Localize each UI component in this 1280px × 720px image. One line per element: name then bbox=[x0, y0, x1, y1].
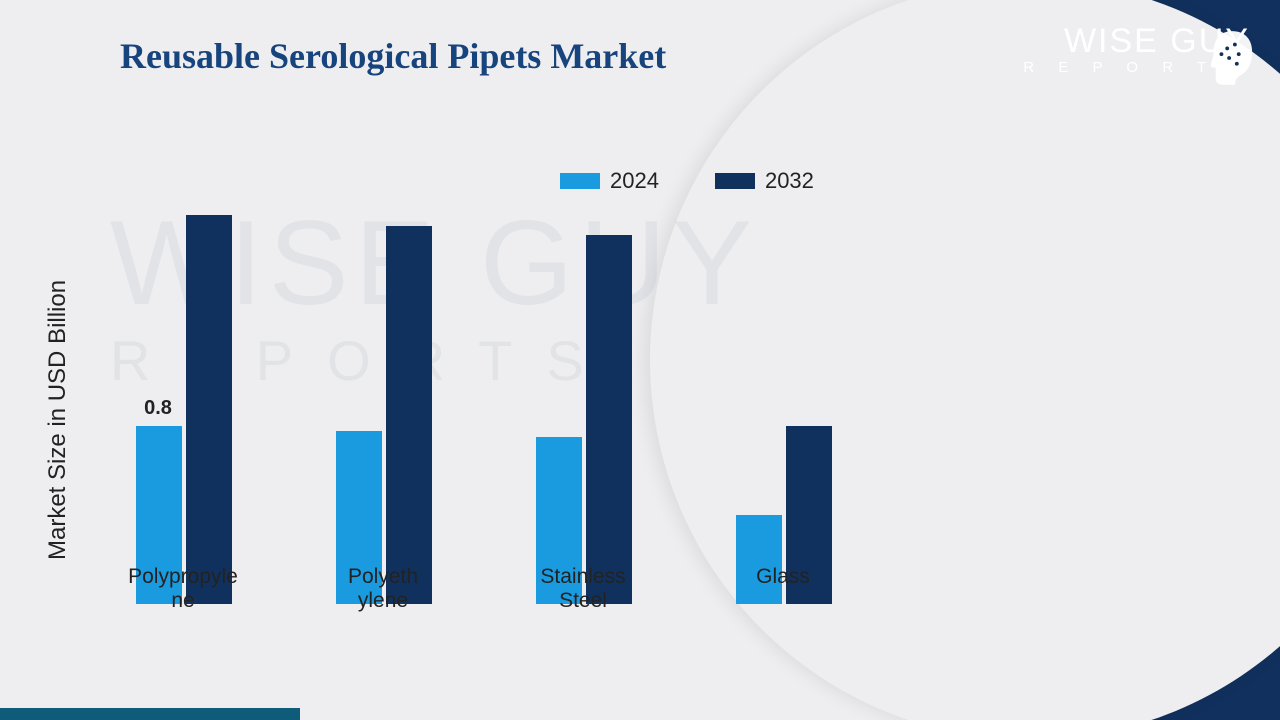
bar-2024 bbox=[736, 515, 782, 604]
chart-plot: 0.8 bbox=[100, 204, 900, 604]
bar-2032 bbox=[586, 235, 632, 604]
brand-logo: WISE GUY R E P O R T S bbox=[1023, 22, 1250, 76]
chart-title: Reusable Serological Pipets Market bbox=[120, 35, 666, 77]
x-axis-category-label: Polyethylene bbox=[308, 565, 458, 613]
y-axis-label: Market Size in USD Billion bbox=[44, 280, 72, 560]
bar-2032 bbox=[386, 226, 432, 604]
brand-head-icon bbox=[1208, 28, 1256, 88]
x-axis-category-label: Glass bbox=[708, 565, 858, 589]
x-axis-category-label: StainlessSteel bbox=[508, 565, 658, 613]
chart-area: 0.8 Polypropylene Polyethylene StainlessSt… bbox=[100, 160, 900, 630]
chart-canvas: WISE GUY R E P O R T S Reusable Serologi… bbox=[0, 0, 1280, 720]
bar-2032 bbox=[186, 215, 232, 604]
x-axis-category-label: Polypropylene bbox=[108, 565, 258, 613]
bottom-accent-strip bbox=[0, 708, 300, 720]
bar-value-label: 0.8 bbox=[128, 397, 188, 420]
